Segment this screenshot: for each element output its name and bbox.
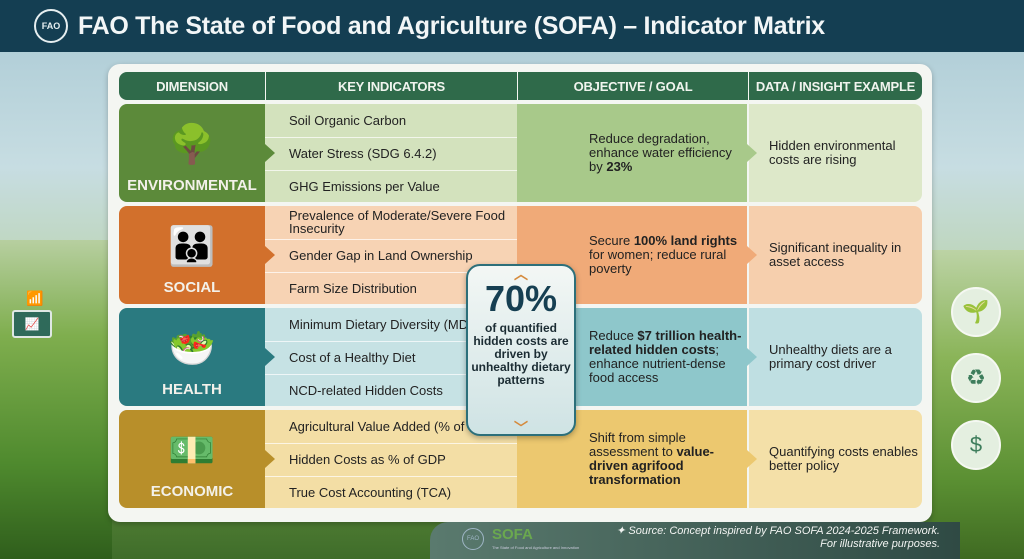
- recycle-hands-icon: ♻: [951, 353, 1001, 403]
- food-bowl-icon: 🥗: [168, 328, 216, 370]
- indicator-item: NCD-related Hidden Costs: [265, 374, 517, 406]
- indicator-item: Minimum Dietary Diversity (MDD-W): [289, 316, 499, 332]
- dimension-label: ENVIRONMENTAL: [127, 177, 257, 194]
- arrow-icon: [265, 450, 275, 468]
- objective-text-bold: $7 trillion health-related hidden costs: [589, 328, 742, 357]
- tree-leaf-icon: 🌳: [168, 124, 216, 166]
- objective-cell: Secure 100% land rights for women; reduc…: [517, 206, 747, 304]
- wifi-icon: 📶: [26, 290, 44, 306]
- indicator-item: Prevalence of Moderate/Severe Food Insec…: [289, 208, 506, 236]
- objective-text-pre: Secure: [589, 233, 634, 248]
- money-hand-icon: $: [951, 420, 1001, 470]
- column-header-dimension: DIMENSION: [119, 72, 265, 100]
- indicator-item: Cost of a Healthy Diet: [265, 341, 517, 373]
- objective-text-bold: value-driven agrifood transformation: [589, 444, 715, 487]
- insight-cell: Unhealthy diets are a primary cost drive…: [749, 308, 922, 406]
- objective-cell: Reduce degradation, enhance water effici…: [517, 104, 747, 202]
- insight-text: Significant inequality in asset access: [769, 240, 902, 269]
- sofa-logo-subtitle: The State of Food and Agriculture and In…: [492, 545, 580, 550]
- sofa-logo: SOFA: [492, 526, 533, 543]
- objective-text: Shift from simple assessment to value-dr…: [589, 431, 747, 487]
- dimension-label: SOCIAL: [163, 279, 221, 296]
- page-title: FAO The State of Food and Agriculture (S…: [78, 11, 825, 40]
- objective-text-pre: Reduce degradation, enhance water effici…: [589, 131, 732, 174]
- column-header-objective: OBJECTIVE / GOAL: [518, 72, 748, 100]
- matrix-row-economic: 💵 ECONOMIC Agricultural Value Added (% of…: [119, 410, 922, 508]
- dimension-cell: 💵 ECONOMIC: [119, 410, 265, 508]
- dimension-cell: 🌳 ENVIRONMENTAL: [119, 104, 265, 202]
- family-icon: 👪: [168, 226, 216, 268]
- insight-text: Quantifying costs enables better policy: [769, 444, 918, 473]
- dimension-cell: 🥗 HEALTH: [119, 308, 265, 406]
- source-note: ✦ Source: Concept inspired by FAO SOFA 2…: [616, 525, 940, 551]
- farm-field-illustration-left: [0, 240, 112, 559]
- indicator-item: GHG Emissions per Value: [265, 170, 517, 202]
- indicator-item: True Cost Accounting (TCA): [265, 476, 517, 508]
- arrow-icon: [265, 348, 275, 366]
- matrix-row-social: 👪 SOCIAL Prevalence of Moderate/Severe Fo…: [119, 206, 922, 304]
- indicators-cell: Soil Organic Carbon Water Stress (SDG 6.4…: [265, 104, 517, 202]
- badge-text: of quantified hidden costs are driven by…: [471, 321, 571, 387]
- objective-text-post: for women; reduce rural poverty: [589, 247, 727, 276]
- arrow-icon: [747, 246, 757, 264]
- objective-text-pre: Shift from simple assessment to: [589, 430, 686, 459]
- column-header-insight: DATA / INSIGHT EXAMPLE: [749, 72, 922, 100]
- indicator-item: Water Stress (SDG 6.4.2): [265, 137, 517, 169]
- indicator-item: Agricultural Value Added (% of GDP): [289, 418, 501, 434]
- indicator-item: Farm Size Distribution: [265, 272, 517, 304]
- dimension-label: ECONOMIC: [150, 483, 234, 500]
- objective-text: Reduce $7 trillion health-related hidden…: [589, 329, 747, 385]
- footer-bar: [430, 522, 960, 559]
- arrow-icon: [265, 144, 275, 162]
- fao-logo-text: FAO: [41, 21, 61, 31]
- arrow-icon: [265, 246, 275, 264]
- title-bar: FAO FAO The State of Food and Agricultur…: [0, 0, 1024, 52]
- insight-text: Unhealthy diets are a primary cost drive…: [769, 342, 892, 371]
- indicator-item: Soil Organic Carbon: [289, 112, 407, 128]
- objective-text: Reduce degradation, enhance water effici…: [589, 132, 747, 174]
- arrow-icon: [747, 450, 757, 468]
- column-header-key-indicators: KEY INDICATORS: [266, 72, 517, 100]
- objective-text-post: ; enhance nutrient-dense food access: [589, 342, 726, 385]
- matrix-row-environmental: 🌳 ENVIRONMENTAL Soil Organic Carbon Water …: [119, 104, 922, 202]
- objective-text-bold: 23%: [606, 159, 633, 174]
- indicator-item: Gender Gap in Land Ownership: [265, 239, 517, 271]
- source-text: Source: Concept inspired by FAO SOFA 202…: [628, 525, 940, 537]
- chevron-up-icon: ︿: [514, 266, 528, 282]
- fao-footer-logo-text: FAO: [466, 536, 479, 542]
- fao-footer-logo-icon: FAO: [462, 528, 484, 550]
- money-chart-gear-icon: 💵: [168, 430, 216, 472]
- objective-text: Secure 100% land rights for women; reduc…: [589, 234, 747, 276]
- sprout-hand-icon: 🌱: [951, 287, 1001, 337]
- chart-monitor-icon: 📈: [12, 310, 52, 338]
- insight-cell: Quantifying costs enables better policy: [749, 410, 922, 508]
- highlight-badge: ︿ 70% of quantified hidden costs are dri…: [466, 264, 576, 436]
- fao-logo-icon: FAO: [34, 9, 68, 43]
- dimension-label: HEALTH: [162, 381, 222, 398]
- insight-cell: Hidden environmental costs are rising: [749, 104, 922, 202]
- indicator-item: Hidden Costs as % of GDP: [265, 443, 517, 475]
- source-line-2: For illustrative purposes.: [820, 538, 940, 550]
- dimension-cell: 👪 SOCIAL: [119, 206, 265, 304]
- arrow-icon: [747, 144, 757, 162]
- chevron-down-icon: ﹀: [514, 420, 528, 436]
- insight-cell: Significant inequality in asset access: [749, 206, 922, 304]
- objective-text-bold: 100% land rights: [633, 233, 738, 248]
- source-line-1: ✦ Source: Concept inspired by FAO SOFA 2…: [616, 525, 940, 537]
- insight-text: Hidden environmental costs are rising: [769, 138, 896, 167]
- objective-text-pre: Reduce: [589, 328, 638, 343]
- arrow-icon: [747, 348, 757, 366]
- badge-value: 70%: [484, 278, 558, 319]
